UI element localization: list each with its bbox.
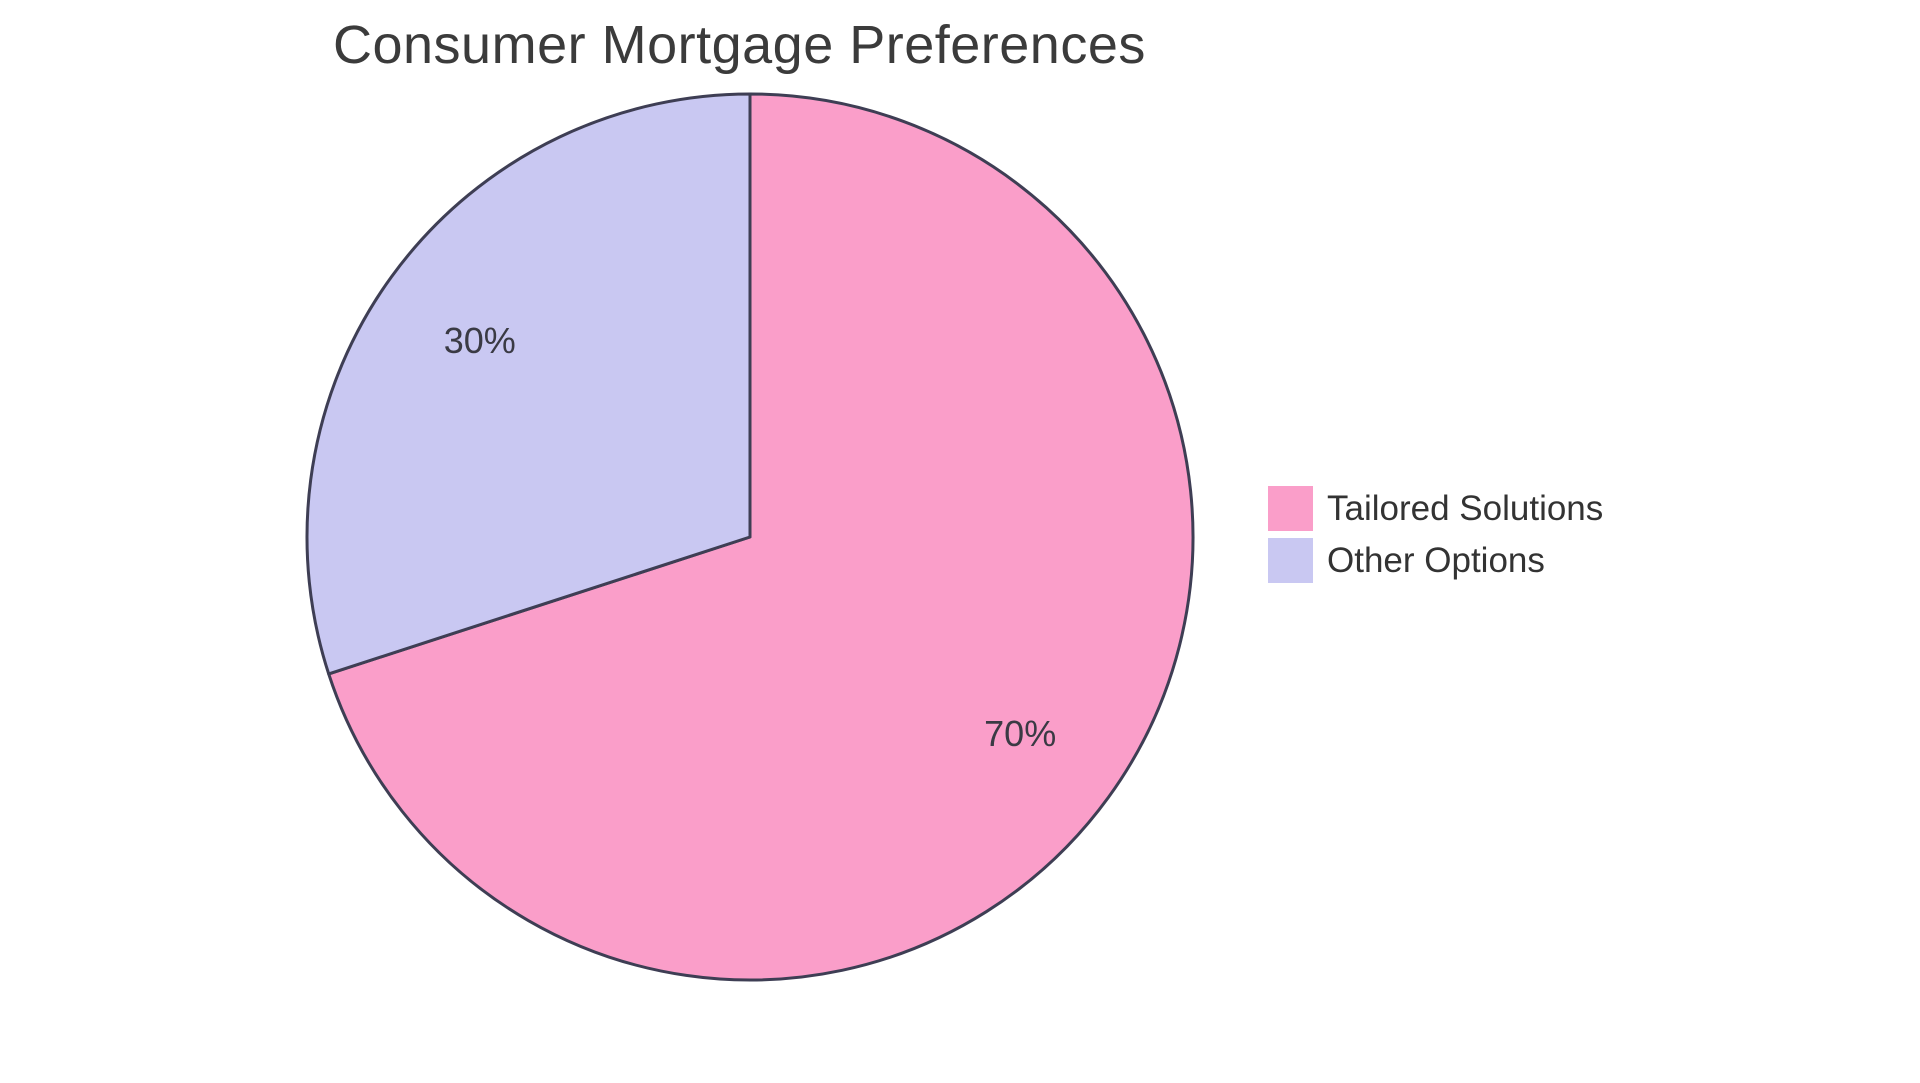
chart-title: Consumer Mortgage Preferences xyxy=(333,15,1146,75)
slice-percentage-label-other-options: 30% xyxy=(444,320,516,361)
slice-percentage-label-tailored-solutions: 70% xyxy=(984,713,1056,754)
legend-swatch-tailored-solutions xyxy=(1268,486,1313,531)
pie-slice-tailored-solutions xyxy=(327,92,1195,982)
legend: Tailored Solutions Other Options xyxy=(1268,486,1603,583)
legend-item-tailored-solutions: Tailored Solutions xyxy=(1268,486,1603,531)
legend-item-other-options: Other Options xyxy=(1268,538,1603,583)
legend-label-other-options: Other Options xyxy=(1327,540,1545,580)
pie-slice-other-options xyxy=(305,92,752,676)
legend-label-tailored-solutions: Tailored Solutions xyxy=(1327,488,1604,528)
legend-swatch-other-options xyxy=(1268,538,1313,583)
